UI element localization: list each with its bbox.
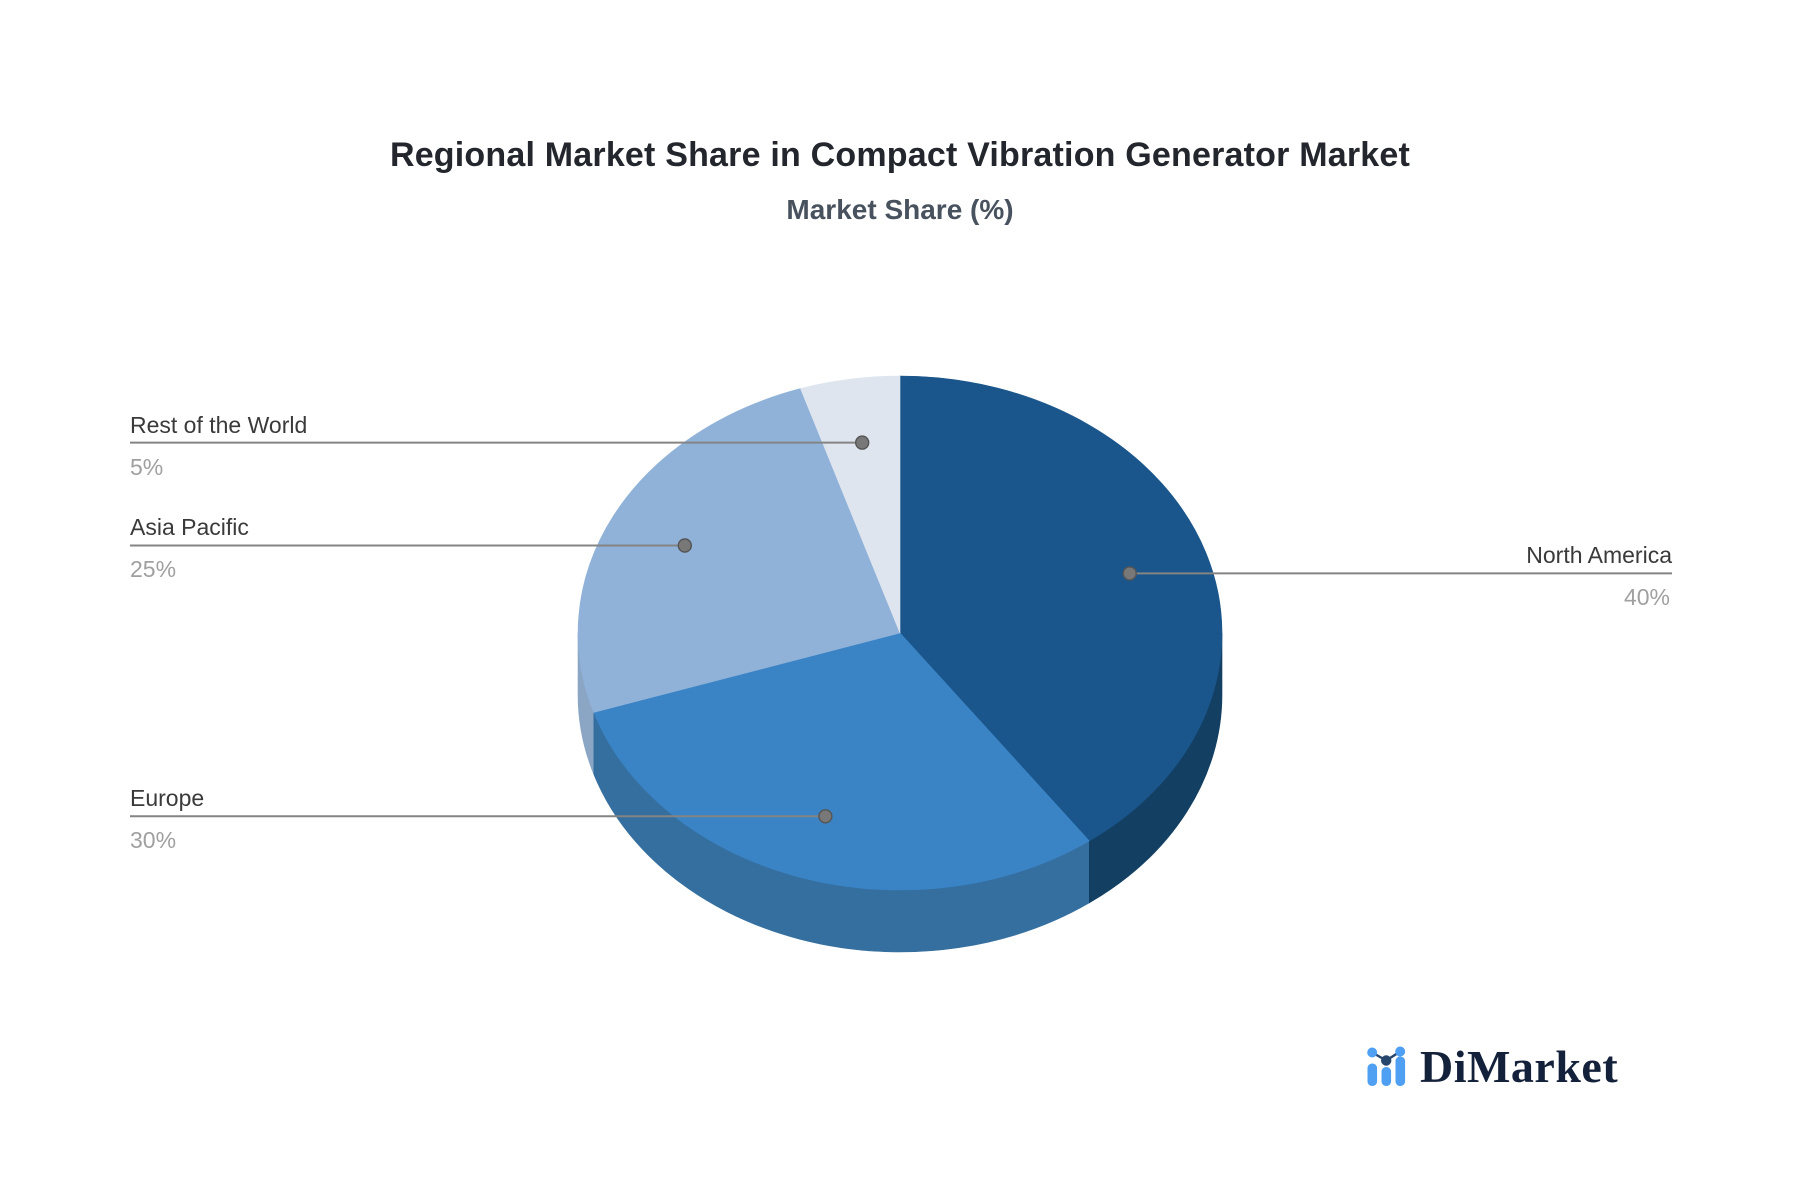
label-europe: Europe [130, 785, 205, 812]
pie-slice-europe[interactable] [593, 632, 1090, 891]
pie-slice-asia-pacific[interactable] [577, 388, 901, 713]
bar-chart-logo-icon [1367, 1046, 1406, 1086]
leader-dot-rest-of-the-world [855, 435, 870, 450]
value-asia-pacific: 25% [130, 556, 177, 583]
label-rest-of-the-world: Rest of the World [130, 411, 308, 438]
leader-dot-north-america [1122, 566, 1137, 581]
value-europe: 30% [130, 827, 177, 854]
chart-subtitle: Market Share (%) [786, 194, 1014, 225]
leader-lines [130, 435, 1672, 824]
logo-dot-right [1395, 1046, 1406, 1057]
logo-dot-left [1367, 1047, 1378, 1058]
logo-dot-middle [1381, 1055, 1392, 1066]
pie-slices [577, 375, 1223, 891]
label-north-america: North America [1526, 542, 1672, 569]
label-asia-pacific: Asia Pacific [130, 514, 249, 541]
value-north-america: 40% [1623, 584, 1670, 611]
leader-dot-asia-pacific [677, 538, 692, 553]
pie-slice-rest-of-the-world[interactable] [800, 375, 901, 634]
chart-title: Regional Market Share in Compact Vibrati… [389, 136, 1411, 174]
logo-wordmark: DiMarket [1420, 1041, 1619, 1092]
pie-slice-north-america[interactable] [899, 375, 1223, 842]
leader-dot-europe [818, 809, 833, 824]
value-rest-of-the-world: 5% [130, 453, 164, 480]
